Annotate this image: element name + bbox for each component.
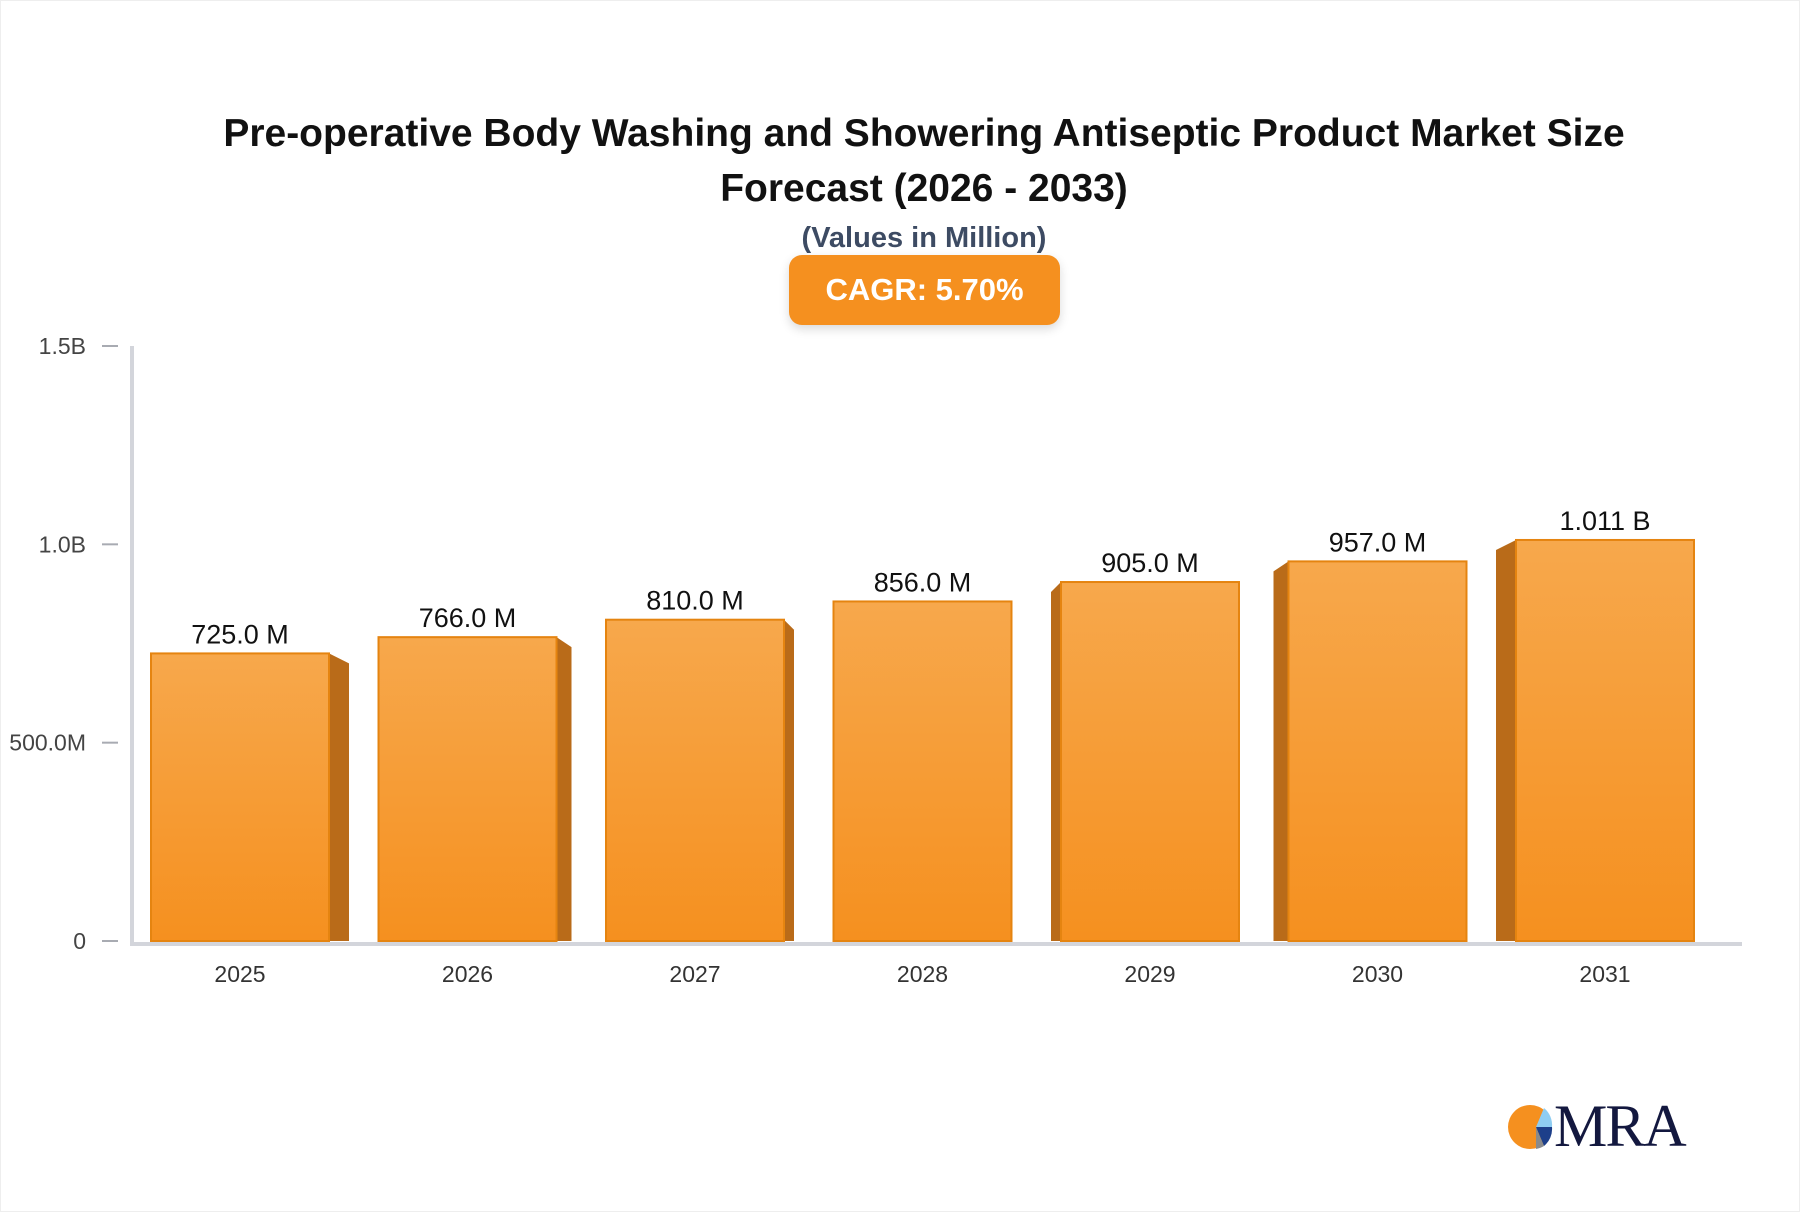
bar-2027: [605, 618, 785, 942]
y-tick-label: 1.0B: [39, 531, 86, 557]
chart-subtitle: (Values in Million): [801, 222, 1047, 254]
bar-2029: [1060, 581, 1240, 942]
y-tick-label: 1.5B: [39, 333, 86, 359]
data-label: 856.0 M: [874, 567, 972, 597]
data-label: 725.0 M: [191, 619, 289, 649]
bar-side: [1496, 539, 1516, 941]
x-tick-label: 2025: [214, 961, 265, 987]
x-tick-label: 2028: [897, 961, 948, 987]
y-tick-label: 0: [73, 928, 86, 954]
y-tick-label: 500.0M: [9, 730, 86, 756]
bar-side: [556, 637, 572, 941]
bar-side: [1273, 561, 1289, 941]
data-label: 905.0 M: [1101, 548, 1199, 578]
mra-logo: MRA: [1506, 1093, 1696, 1159]
data-label: 1.011 B: [1559, 506, 1650, 536]
x-tick-label: 2030: [1352, 961, 1403, 987]
x-tick-label: 2029: [1124, 961, 1175, 987]
bar-side: [784, 619, 794, 941]
bar-2028: [832, 600, 1013, 942]
bar-side: [329, 653, 349, 941]
logo-text: MRA: [1554, 1093, 1687, 1159]
data-label: 957.0 M: [1329, 527, 1427, 557]
cagr-badge: CAGR: 5.70%: [789, 255, 1060, 325]
bar-2031: [1515, 538, 1695, 942]
x-tick-label: 2026: [442, 961, 493, 987]
chart-title: Pre-operative Body Washing and Showering…: [223, 112, 1625, 210]
bar-2030: [1287, 560, 1468, 942]
bar-2026: [377, 636, 558, 942]
data-label: 810.0 M: [646, 586, 744, 616]
logo-pie-icon: [1508, 1105, 1553, 1149]
x-tick-label: 2027: [669, 961, 720, 987]
bar-side: [1051, 582, 1061, 941]
data-label: 766.0 M: [419, 603, 517, 633]
bar-2025: [150, 652, 330, 943]
x-tick-label: 2031: [1579, 961, 1630, 987]
